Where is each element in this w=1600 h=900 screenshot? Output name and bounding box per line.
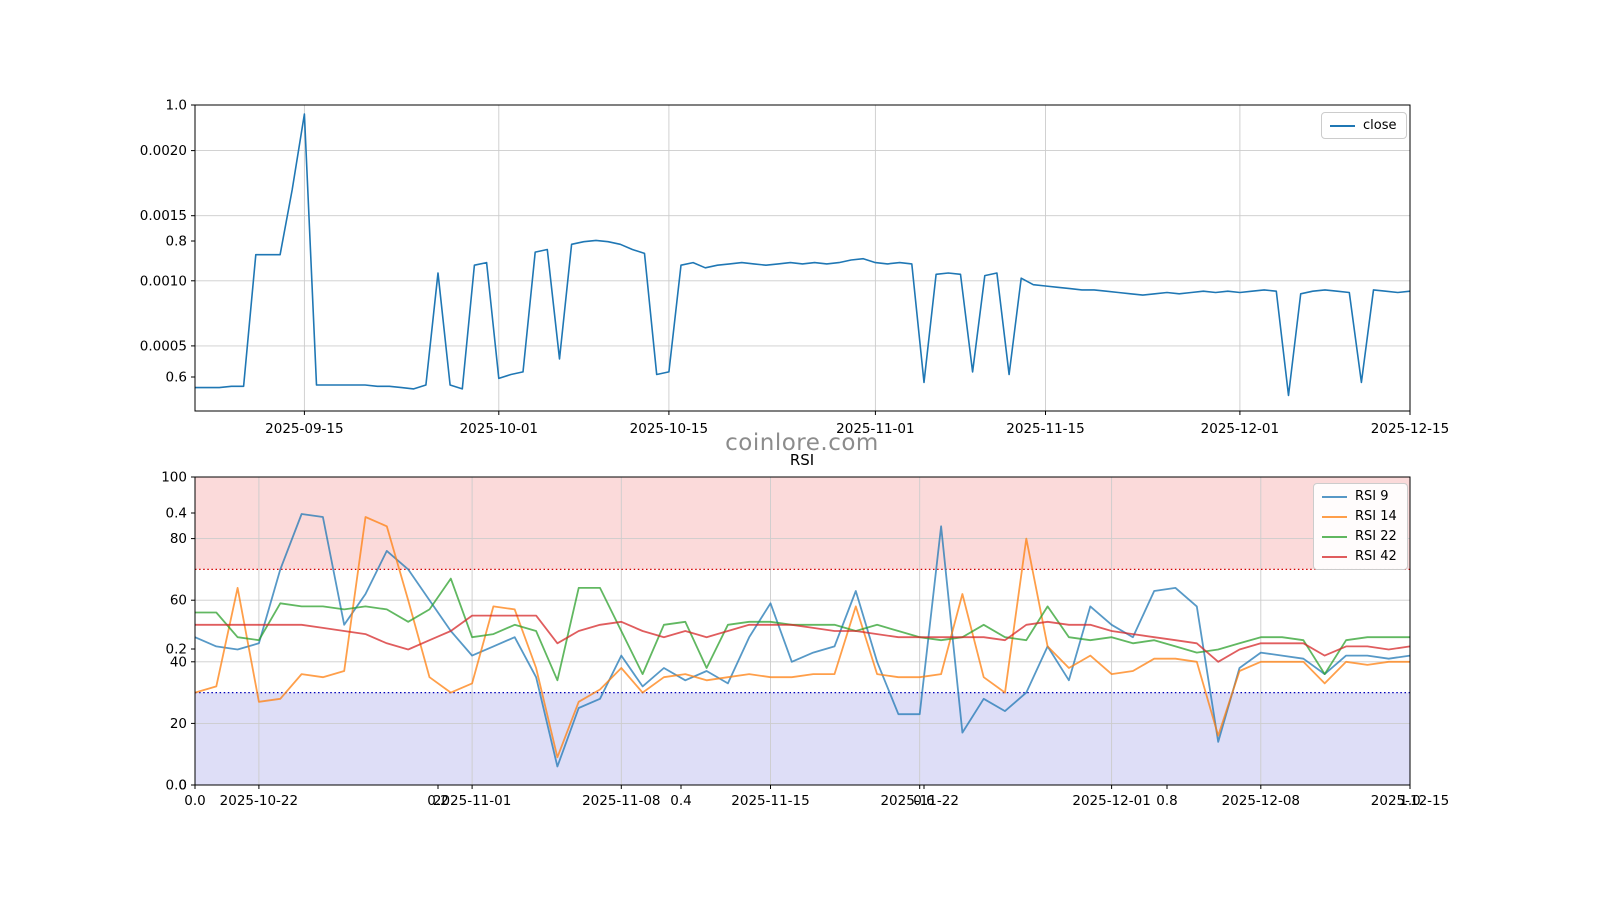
overlay-y-tick-label: 0.2 <box>166 642 187 658</box>
x-tick-label: 2025-12-08 <box>1222 793 1300 809</box>
overlay-y-tick-label: 0.8 <box>166 234 187 250</box>
overlay-y-tick-label: 0.0 <box>166 778 187 794</box>
rsi-42-line-swatch <box>1322 555 1347 558</box>
legend-entry-rsi-42: RSI 42 <box>1322 549 1397 564</box>
legend-label-close: close <box>1363 118 1397 133</box>
y-tick-label: 0 <box>178 778 187 794</box>
overlay-y-tick-label: 0.4 <box>166 506 187 522</box>
price-legend: close <box>1321 112 1408 139</box>
legend-entry-rsi-14: RSI 14 <box>1322 509 1397 524</box>
x-tick-label: 2025-11-15 <box>731 793 809 809</box>
x-tick-label: 2025-11-01 <box>433 793 511 809</box>
overlay-x-tick-label: 1.0 <box>1399 793 1420 809</box>
x-tick-label: 2025-10-01 <box>460 421 538 437</box>
x-tick-label: 2025-11-15 <box>1006 421 1084 437</box>
x-tick-label: 2025-10-15 <box>630 421 708 437</box>
legend-label-rsi-42: RSI 42 <box>1355 549 1397 564</box>
legend-entry-rsi-9: RSI 9 <box>1322 489 1397 504</box>
y-tick-label: 100 <box>161 470 187 486</box>
y-tick-label: 80 <box>170 531 187 547</box>
legend-entry-close: close <box>1330 118 1396 133</box>
x-tick-label: 2025-12-15 <box>1371 793 1449 809</box>
y-tick-label: 0.0015 <box>140 208 187 224</box>
y-tick-label: 0.0005 <box>140 338 187 354</box>
rsi-legend: RSI 9 RSI 14 RSI 22 RSI 42 <box>1313 483 1408 570</box>
y-tick-label: 60 <box>170 593 187 609</box>
legend-label-rsi-14: RSI 14 <box>1355 509 1397 524</box>
y-tick-label: 0.0010 <box>140 273 187 289</box>
oversold-zone <box>195 692 1410 785</box>
rsi-chart-title: RSI <box>789 451 815 469</box>
rsi-14-line-swatch <box>1322 515 1347 518</box>
x-tick-label: 2025-12-15 <box>1371 421 1449 437</box>
close-line <box>195 113 1411 397</box>
legend-label-rsi-22: RSI 22 <box>1355 529 1397 544</box>
legend-label-rsi-9: RSI 9 <box>1355 489 1389 504</box>
x-tick-label: 2025-11-08 <box>582 793 660 809</box>
x-tick-label: 2025-10-22 <box>220 793 298 809</box>
legend-entry-rsi-22: RSI 22 <box>1322 529 1397 544</box>
overlay-x-tick-label: 0.8 <box>1156 793 1177 809</box>
rsi-42-line <box>195 614 1411 663</box>
overlay-y-tick-label: 0.6 <box>166 370 187 386</box>
rsi-14-line <box>194 516 1410 759</box>
axes-frame <box>194 104 1411 412</box>
rsi-22-line <box>195 577 1410 682</box>
overlay-x-tick-label: 0.4 <box>670 793 691 809</box>
rsi-9-line-swatch <box>1322 495 1347 498</box>
y-tick-label: 40 <box>170 654 187 670</box>
x-tick-label: 2025-11-01 <box>836 421 914 437</box>
overlay-x-tick-label: 0.2 <box>427 793 448 809</box>
x-tick-label: 2025-12-01 <box>1072 793 1150 809</box>
axes-frame <box>194 476 1411 786</box>
y-tick-label: 20 <box>170 716 187 732</box>
x-tick-label: 2025-11-22 <box>880 793 958 809</box>
overlay-y-tick-label: 1.0 <box>166 98 187 114</box>
watermark-text: coinlore.com <box>725 430 879 456</box>
x-tick-label: 2025-12-01 <box>1201 421 1279 437</box>
rsi-22-line-swatch <box>1322 535 1347 538</box>
y-tick-label: 0.0020 <box>140 143 187 159</box>
x-tick-label: 2025-09-15 <box>265 421 343 437</box>
overlay-x-tick-label: 0.6 <box>913 793 934 809</box>
overlay-x-tick-label: 0.0 <box>184 793 205 809</box>
overbought-zone <box>195 477 1410 570</box>
close-line-swatch <box>1330 124 1355 127</box>
